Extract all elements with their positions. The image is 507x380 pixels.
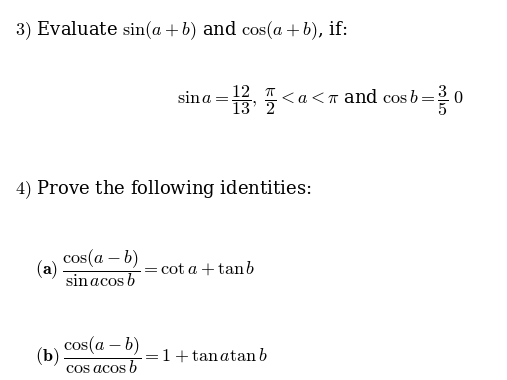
Text: $\mathbf{3)}$ Evaluate $\sin(a+b)$ and $\cos(a+b)$, if:: $\mathbf{3)}$ Evaluate $\sin(a+b)$ and $… [15, 19, 348, 42]
Text: $\mathbf{4)}$ Prove the following identities:: $\mathbf{4)}$ Prove the following identi… [15, 179, 312, 201]
Text: $(\mathbf{b})\; \dfrac{\cos(a-b)}{\cos a \cos b} = 1 + \tan a\tan b$: $(\mathbf{b})\; \dfrac{\cos(a-b)}{\cos a… [35, 334, 268, 376]
Text: $(\mathbf{a})\; \dfrac{\cos(a-b)}{\sin a \cos b} = \cot a + \tan b$: $(\mathbf{a})\; \dfrac{\cos(a-b)}{\sin a… [35, 247, 256, 289]
Text: $\sin a = \dfrac{12}{13},\; \dfrac{\pi}{2} < a < \pi$ and $\cos b = \dfrac{3}{5}: $\sin a = \dfrac{12}{13},\; \dfrac{\pi}{… [177, 84, 464, 118]
